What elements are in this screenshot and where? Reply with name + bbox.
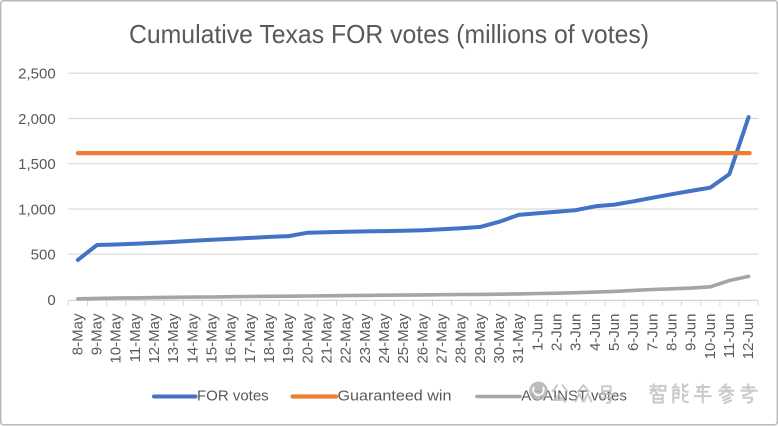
svg-text:6-Jun: 6-Jun	[625, 314, 642, 352]
svg-text:8-May: 8-May	[69, 313, 86, 355]
svg-text:FOR votes: FOR votes	[197, 387, 269, 404]
svg-text:AGAINST votes: AGAINST votes	[521, 387, 627, 404]
svg-text:25-May: 25-May	[395, 313, 412, 364]
svg-text:1,000: 1,000	[18, 201, 56, 218]
svg-text:Cumulative Texas FOR votes (mi: Cumulative Texas FOR votes (millions of …	[129, 19, 649, 49]
svg-text:9-Jun: 9-Jun	[683, 314, 700, 352]
svg-text:1,500: 1,500	[18, 156, 56, 173]
svg-text:10-May: 10-May	[108, 313, 125, 364]
svg-text:13-May: 13-May	[165, 313, 182, 364]
svg-text:12-Jun: 12-Jun	[740, 314, 757, 360]
svg-text:28-May: 28-May	[453, 313, 470, 364]
svg-text:10-Jun: 10-Jun	[702, 314, 719, 360]
svg-text:2,000: 2,000	[18, 111, 56, 128]
svg-text:4-Jun: 4-Jun	[587, 314, 604, 352]
svg-text:19-May: 19-May	[280, 313, 297, 364]
svg-text:27-May: 27-May	[434, 313, 451, 364]
svg-text:17-May: 17-May	[242, 313, 259, 364]
svg-text:2-Jun: 2-Jun	[549, 314, 566, 352]
svg-text:20-May: 20-May	[299, 313, 316, 364]
svg-text:30-May: 30-May	[491, 313, 508, 364]
svg-text:500: 500	[31, 247, 56, 264]
svg-text:21-May: 21-May	[319, 313, 336, 364]
svg-text:26-May: 26-May	[414, 313, 431, 364]
svg-text:14-May: 14-May	[184, 313, 201, 364]
svg-text:15-May: 15-May	[204, 313, 221, 364]
svg-text:8-Jun: 8-Jun	[664, 314, 681, 352]
svg-text:22-May: 22-May	[338, 313, 355, 364]
svg-text:1-Jun: 1-Jun	[529, 314, 546, 352]
svg-text:24-May: 24-May	[376, 313, 393, 364]
svg-text:11-Jun: 11-Jun	[721, 314, 738, 359]
svg-text:Guaranteed win: Guaranteed win	[338, 387, 452, 404]
svg-text:31-May: 31-May	[510, 313, 527, 364]
svg-text:3-Jun: 3-Jun	[568, 314, 585, 352]
svg-text:0: 0	[47, 292, 55, 309]
svg-text:16-May: 16-May	[223, 313, 240, 364]
svg-text:7-Jun: 7-Jun	[644, 314, 661, 352]
svg-text:5-Jun: 5-Jun	[606, 314, 623, 352]
svg-text:11-May: 11-May	[127, 313, 144, 362]
svg-text:18-May: 18-May	[261, 313, 278, 364]
svg-text:9-May: 9-May	[89, 313, 106, 355]
svg-text:29-May: 29-May	[472, 313, 489, 364]
svg-text:2,500: 2,500	[18, 66, 56, 83]
svg-text:12-May: 12-May	[146, 313, 163, 364]
svg-text:23-May: 23-May	[357, 313, 374, 364]
